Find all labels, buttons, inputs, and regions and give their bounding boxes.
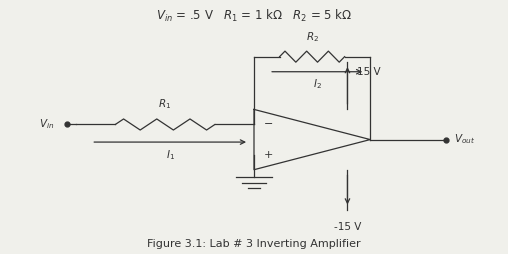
Text: $V_{in}$ = .5 V   $R_1$ = 1 kΩ   $R_2$ = 5 kΩ: $V_{in}$ = .5 V $R_1$ = 1 kΩ $R_2$ = 5 k… bbox=[156, 8, 352, 24]
Text: $V_{out}$: $V_{out}$ bbox=[454, 133, 475, 147]
Text: $R_2$: $R_2$ bbox=[306, 30, 319, 44]
Text: +: + bbox=[264, 150, 273, 160]
Text: Figure 3.1: Lab # 3 Inverting Amplifier: Figure 3.1: Lab # 3 Inverting Amplifier bbox=[147, 239, 361, 249]
Text: −: − bbox=[264, 119, 273, 130]
Text: 15 V: 15 V bbox=[357, 67, 380, 77]
Text: $V_{in}$: $V_{in}$ bbox=[39, 118, 54, 131]
Text: -15 V: -15 V bbox=[334, 223, 361, 232]
Text: $R_1$: $R_1$ bbox=[158, 97, 172, 111]
Text: $I_1$: $I_1$ bbox=[166, 148, 175, 162]
Text: $I_2$: $I_2$ bbox=[313, 77, 322, 91]
